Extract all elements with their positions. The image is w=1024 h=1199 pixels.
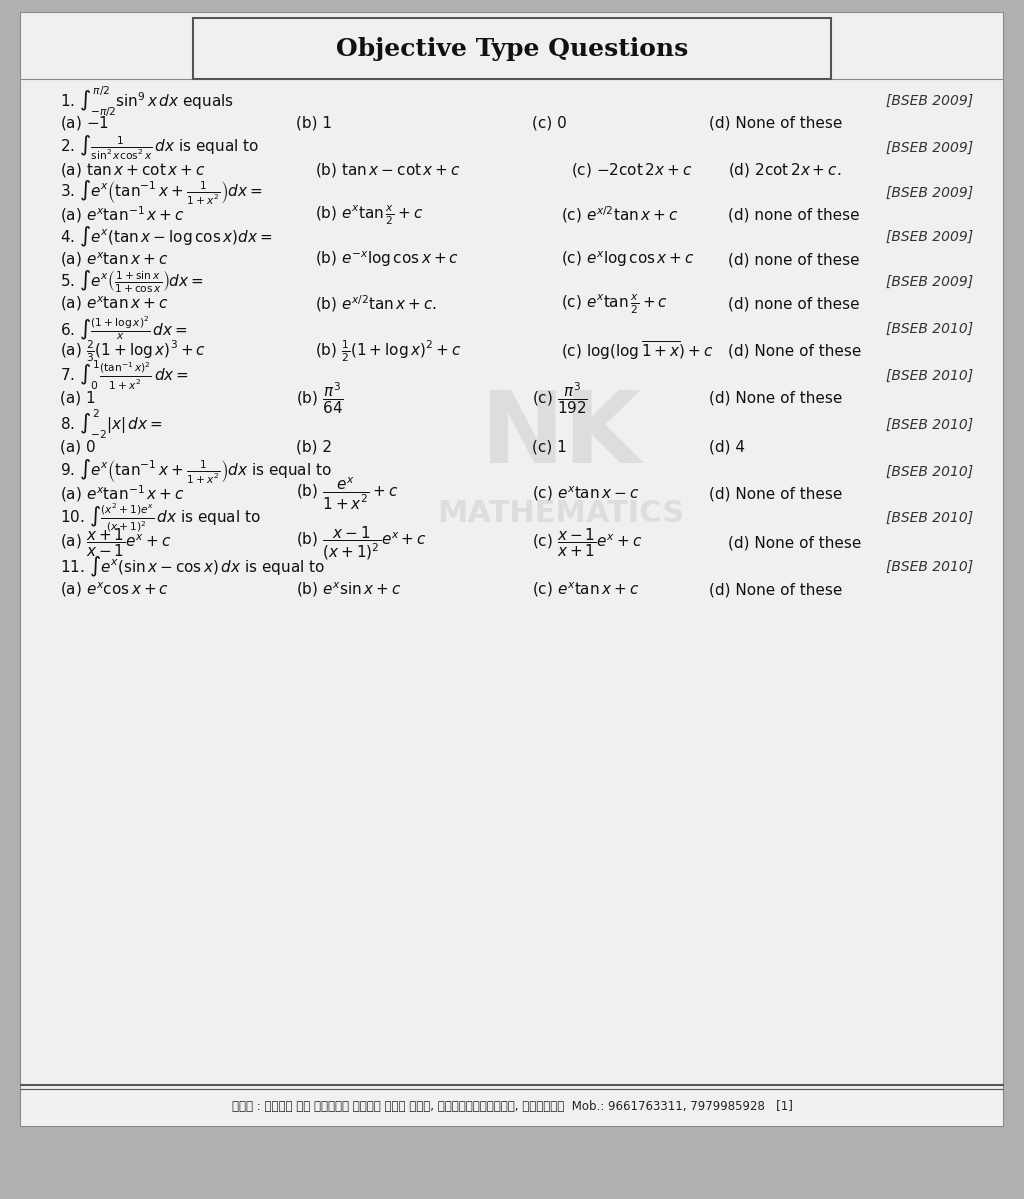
Text: (d) 4: (d) 4 [709,439,744,454]
Text: (c) $e^x \tan x + c$: (c) $e^x \tan x + c$ [531,580,639,598]
Text: (b) $\frac{1}{2}(1+\log x)^2 + c$: (b) $\frac{1}{2}(1+\log x)^2 + c$ [315,338,462,363]
Text: (b) $\dfrac{\pi^3}{64}$: (b) $\dfrac{\pi^3}{64}$ [296,380,344,416]
Text: 10. $\int \frac{(x^2+1)e^x}{(x+1)^2}\, dx$ is equal to: 10. $\int \frac{(x^2+1)e^x}{(x+1)^2}\, d… [59,502,261,535]
Text: (c) $-2\cot 2x + c$: (c) $-2\cot 2x + c$ [571,162,692,180]
Text: (c) $\dfrac{x-1}{x+1} e^x + c$: (c) $\dfrac{x-1}{x+1} e^x + c$ [531,526,642,559]
Text: 5. $\int e^x \left(\frac{1+\sin x}{1+\cos x}\right) dx =$: 5. $\int e^x \left(\frac{1+\sin x}{1+\co… [59,269,204,295]
Text: (a) $e^x \cos x + c$: (a) $e^x \cos x + c$ [59,580,169,598]
Text: (d) None of these: (d) None of these [728,343,861,359]
Text: [BSEB 2009]: [BSEB 2009] [886,230,973,245]
Text: (a) $\frac{2}{3}(1+\log x)^3 + c$: (a) $\frac{2}{3}(1+\log x)^3 + c$ [59,338,206,363]
Text: Objective Type Questions: Objective Type Questions [336,37,688,61]
Text: (c) $\dfrac{\pi^3}{192}$: (c) $\dfrac{\pi^3}{192}$ [531,380,588,416]
Text: (b) $e^x \sin x + c$: (b) $e^x \sin x + c$ [296,580,401,598]
Text: (a) $e^x \tan x + c$: (a) $e^x \tan x + c$ [59,251,168,269]
Text: (a) 0: (a) 0 [59,439,95,454]
Text: (a) $e^x \tan x + c$: (a) $e^x \tan x + c$ [59,295,168,313]
Text: (b) $e^{-x} \log \cos x + c$: (b) $e^{-x} \log \cos x + c$ [315,249,460,270]
Text: (c) $\log(\log \overline{1+x}) + c$: (c) $\log(\log \overline{1+x}) + c$ [561,339,714,362]
Text: [BSEB 2010]: [BSEB 2010] [886,464,973,478]
Text: 2. $\int \frac{1}{\sin^2 x \cos^2 x}\, dx$ is equal to: 2. $\int \frac{1}{\sin^2 x \cos^2 x}\, d… [59,134,259,162]
Text: [BSEB 2009]: [BSEB 2009] [886,186,973,199]
Text: (c) 1: (c) 1 [531,439,566,454]
Text: (d) none of these: (d) none of these [728,296,860,312]
Text: 3. $\int e^x \left(\tan^{-1} x + \frac{1}{1+x^2}\right) dx =$: 3. $\int e^x \left(\tan^{-1} x + \frac{1… [59,179,262,206]
Text: (c) $e^x \tan x - c$: (c) $e^x \tan x - c$ [531,484,639,504]
Text: (d) $2\cot 2x + c.$: (d) $2\cot 2x + c.$ [728,162,842,180]
Text: (c) 0: (c) 0 [531,116,566,131]
FancyBboxPatch shape [193,18,831,79]
Text: [BSEB 2010]: [BSEB 2010] [886,368,973,382]
Text: पता : मजार के सामने वाली गली में, भठियारीसराय, दरभंगा  Mob.: 9661763311, 7979985: पता : मजार के सामने वाली गली में, भठियार… [231,1101,793,1114]
Text: (b) 2: (b) 2 [296,439,332,454]
Text: (d) None of these: (d) None of these [728,535,861,550]
Text: (a) $-1$: (a) $-1$ [59,114,109,133]
FancyBboxPatch shape [20,12,1004,1127]
Text: (b) $\dfrac{e^x}{1+x^2} + c$: (b) $\dfrac{e^x}{1+x^2} + c$ [296,476,398,512]
Text: (c) $e^x \log \cos x + c$: (c) $e^x \log \cos x + c$ [561,249,695,270]
Text: (d) none of these: (d) none of these [728,252,860,267]
Text: (b) 1: (b) 1 [296,116,332,131]
Text: (a) $e^x \tan^{-1} x + c$: (a) $e^x \tan^{-1} x + c$ [59,205,184,225]
Text: [BSEB 2010]: [BSEB 2010] [886,417,973,432]
Text: [BSEB 2009]: [BSEB 2009] [886,275,973,289]
Text: 9. $\int e^x \left(\tan^{-1} x + \frac{1}{1+x^2}\right) dx$ is equal to: 9. $\int e^x \left(\tan^{-1} x + \frac{1… [59,457,332,486]
Text: [BSEB 2010]: [BSEB 2010] [886,511,973,525]
Text: [BSEB 2010]: [BSEB 2010] [886,560,973,574]
Text: (c) $e^x \tan \frac{x}{2} + c$: (c) $e^x \tan \frac{x}{2} + c$ [561,293,669,315]
Text: (a) 1: (a) 1 [59,391,95,405]
Text: [BSEB 2009]: [BSEB 2009] [886,141,973,155]
Text: 4. $\int e^x (\tan x - \log \cos x) dx =$: 4. $\int e^x (\tan x - \log \cos x) dx =… [59,225,272,249]
Text: 6. $\int \frac{(1+\log x)^2}{x}\, dx =$: 6. $\int \frac{(1+\log x)^2}{x}\, dx =$ [59,315,187,343]
Text: 11. $\int e^x (\sin x - \cos x)\, dx$ is equal to: 11. $\int e^x (\sin x - \cos x)\, dx$ is… [59,555,325,579]
Text: (a) $e^x \tan^{-1} x + c$: (a) $e^x \tan^{-1} x + c$ [59,483,184,504]
Text: 7. $\int_0^1 \frac{(\tan^{-1} x)^2}{1+x^2}\, dx =$: 7. $\int_0^1 \frac{(\tan^{-1} x)^2}{1+x^… [59,359,188,392]
Text: (b) $\tan x - \cot x + c$: (b) $\tan x - \cot x + c$ [315,162,461,180]
Text: (d) None of these: (d) None of these [709,582,842,597]
Text: (b) $\dfrac{x-1}{(x+1)^2} e^x + c$: (b) $\dfrac{x-1}{(x+1)^2} e^x + c$ [296,524,427,561]
Text: (a) $\tan x + \cot x + c$: (a) $\tan x + \cot x + c$ [59,162,205,180]
Text: (b) $e^{x/2} \tan x + c.$: (b) $e^{x/2} \tan x + c.$ [315,294,437,314]
Text: (a) $\dfrac{x+1}{x-1} e^x + c$: (a) $\dfrac{x+1}{x-1} e^x + c$ [59,526,171,559]
Text: NK: NK [480,387,642,484]
Text: (d) None of these: (d) None of these [709,391,842,405]
Text: (c) $e^{x/2} \tan x + c$: (c) $e^{x/2} \tan x + c$ [561,205,679,225]
Text: [BSEB 2010]: [BSEB 2010] [886,321,973,336]
Text: (d) none of these: (d) none of these [728,207,860,223]
Text: (d) None of these: (d) None of these [709,116,842,131]
Text: (d) None of these: (d) None of these [709,487,842,501]
Text: 8. $\int_{-2}^{2} |x|\, dx =$: 8. $\int_{-2}^{2} |x|\, dx =$ [59,408,163,441]
Text: 1. $\int_{-\pi/2}^{\pi/2} \sin^9 x\, dx$ equals: 1. $\int_{-\pi/2}^{\pi/2} \sin^9 x\, dx$… [59,84,233,119]
Text: (b) $e^x \tan \frac{x}{2} + c$: (b) $e^x \tan \frac{x}{2} + c$ [315,203,424,227]
Text: MATHEMATICS: MATHEMATICS [437,499,685,529]
Text: [BSEB 2009]: [BSEB 2009] [886,95,973,108]
